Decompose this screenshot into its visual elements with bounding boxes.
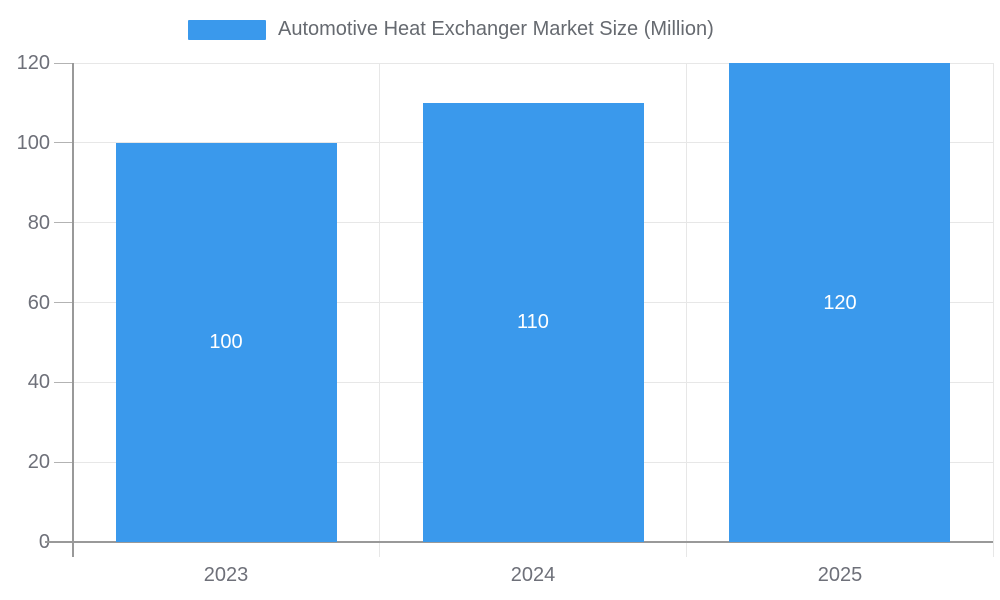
bar-2025[interactable] <box>729 63 950 542</box>
bar-value-label: 100 <box>209 331 243 353</box>
legend-label: Automotive Heat Exchanger Market Size (M… <box>278 18 714 40</box>
y-gridline <box>73 62 993 64</box>
bar-value-label: 110 <box>517 311 549 333</box>
category-boundary-line <box>685 63 687 557</box>
y-axis-tick <box>54 62 73 64</box>
legend-item[interactable]: Automotive Heat Exchanger Market Size (M… <box>188 18 714 41</box>
y-axis-tick-label: 100 <box>16 131 50 154</box>
bar-2024[interactable] <box>423 102 644 542</box>
x-axis-category-label: 2025 <box>817 564 863 586</box>
y-axis-tick <box>54 381 73 383</box>
y-axis-tick <box>54 142 73 144</box>
category-boundary-line <box>992 63 994 557</box>
legend-swatch <box>188 19 266 40</box>
x-axis-category-label: 2023 <box>203 564 249 586</box>
y-axis-line <box>72 63 74 557</box>
category-boundary-line <box>379 63 381 557</box>
y-axis-tick <box>54 302 73 303</box>
x-axis-line <box>45 541 993 543</box>
y-axis-tick-label: 120 <box>16 52 50 74</box>
y-axis-tick <box>54 461 73 463</box>
y-axis-tick-label: 40 <box>27 371 50 394</box>
bar-value-label: 120 <box>823 292 857 314</box>
y-axis-tick-label: 80 <box>27 211 50 234</box>
bar-2023[interactable] <box>116 142 337 542</box>
x-axis-category-label: 2024 <box>510 564 556 586</box>
y-axis-tick-label: 60 <box>27 291 50 314</box>
y-axis-tick-label: 20 <box>27 451 50 474</box>
y-axis-tick <box>54 222 73 224</box>
y-axis-tick-label: 0 <box>0 532 50 552</box>
